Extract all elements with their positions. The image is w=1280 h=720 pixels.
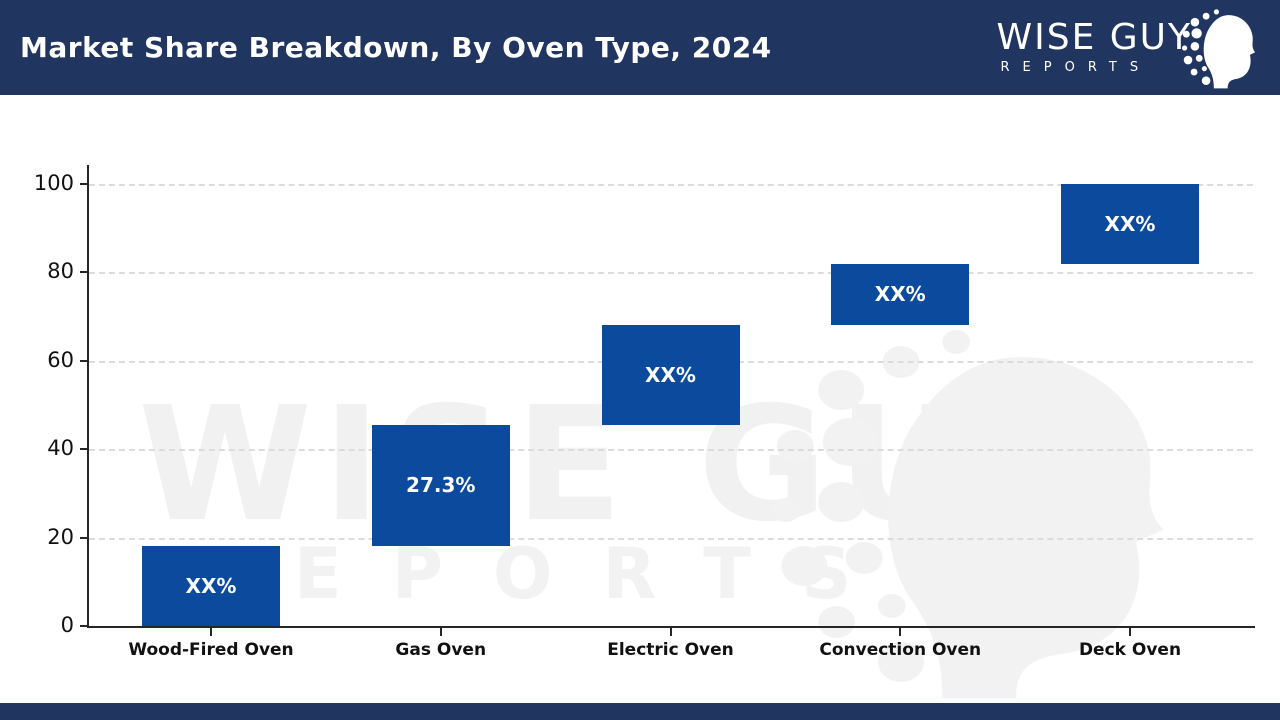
- bar-segment-5: XX%: [1061, 184, 1199, 265]
- y-tick-label: 100: [33, 171, 74, 195]
- bar-value-label: XX%: [645, 362, 696, 387]
- bar-segment-4: XX%: [831, 264, 970, 325]
- logo-text: WISE GUY REPORTS: [996, 17, 1193, 76]
- gridline-40: [89, 449, 1253, 452]
- bar-segment-3: XX%: [601, 324, 740, 425]
- bar-value-label: XX%: [1104, 212, 1156, 237]
- logo-wordmark: WISE GUY: [996, 17, 1192, 58]
- y-tick-mark: [80, 183, 87, 185]
- x-category-label: Electric Oven: [607, 640, 734, 660]
- x-category-label: Deck Oven: [1078, 640, 1182, 660]
- y-tick-label: 0: [60, 613, 74, 637]
- y-tick-mark: [80, 448, 87, 451]
- x-tick-mark: [439, 628, 442, 636]
- y-tick-mark: [80, 359, 87, 362]
- y-tick-mark: [80, 625, 87, 627]
- y-tick-mark: [80, 536, 87, 539]
- x-category-label: Wood-Fired Oven: [128, 640, 294, 660]
- x-tick-mark: [669, 628, 672, 636]
- wise-guy-logo: WISE GUY REPORTS: [997, 5, 1280, 91]
- page-title: Market Share Breakdown, By Oven Type, 20…: [20, 31, 772, 64]
- x-category-label: Convection Oven: [819, 640, 982, 660]
- y-tick-label: 40: [47, 436, 74, 461]
- bar-segment-2: 27.3%: [371, 424, 510, 546]
- y-tick-label: 60: [47, 347, 74, 372]
- gridline-100: [89, 184, 1253, 186]
- bar-segment-1: XX%: [142, 545, 280, 626]
- x-category-label: Gas Oven: [395, 640, 487, 660]
- x-tick-mark: [210, 628, 212, 636]
- watermark-text-line2: REPORTS: [190, 533, 902, 615]
- y-tick-label: 80: [47, 259, 74, 284]
- logo-subtitle: REPORTS: [1000, 60, 1152, 75]
- y-axis-line: [87, 165, 89, 628]
- y-tick-mark: [80, 271, 87, 274]
- footer-bar: [0, 703, 1280, 720]
- bar-value-label: XX%: [874, 282, 926, 307]
- bar-value-label: XX%: [185, 573, 237, 598]
- gridline-20: [89, 537, 1253, 540]
- logo-face-icon: [1182, 8, 1256, 88]
- y-tick-label: 20: [47, 524, 74, 549]
- x-tick-mark: [1129, 628, 1131, 636]
- watermark-face-icon: [772, 330, 1164, 698]
- gridline-80: [89, 272, 1253, 275]
- header-bar: Market Share Breakdown, By Oven Type, 20…: [0, 0, 1280, 95]
- bar-value-label: 27.3%: [406, 473, 476, 498]
- x-axis-line: [87, 626, 1255, 628]
- x-tick-mark: [899, 628, 902, 636]
